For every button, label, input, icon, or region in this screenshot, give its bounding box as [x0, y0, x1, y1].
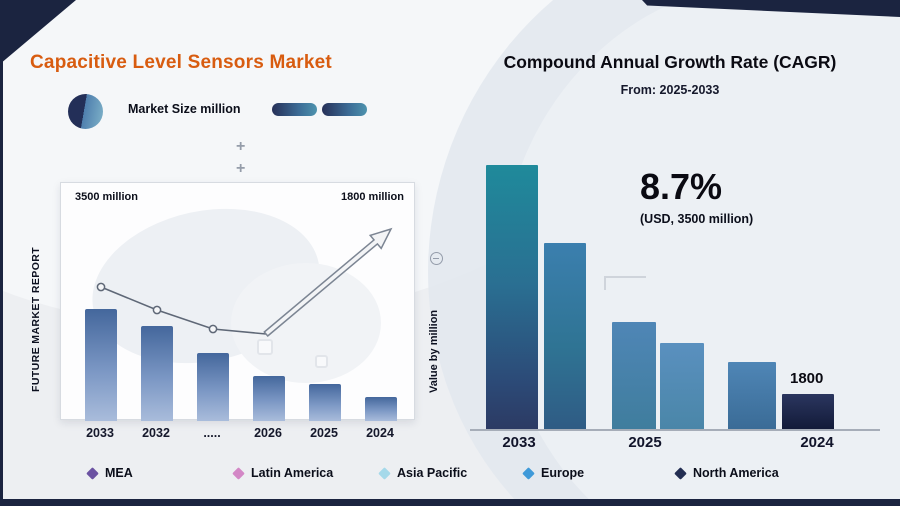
cagr-x-label: 2025: [628, 434, 662, 451]
market-size-legend-label: Market Size million: [128, 102, 241, 116]
bottom-edge-accent: [0, 499, 900, 506]
market-bar-2026: [253, 376, 285, 421]
panel-blob: [231, 263, 381, 383]
legend-item-north-america: North America: [674, 466, 779, 480]
gradient-pill-icon: [272, 103, 317, 116]
diamond-icon: [378, 466, 391, 480]
market-x-label: 2024: [366, 426, 394, 440]
market-bar-.....: [197, 353, 229, 421]
right-axis-label: Value by million: [428, 309, 440, 393]
legend-item-label: MEA: [105, 466, 133, 480]
region-legend: MEA Latin America Asia Pacific Europe North …: [0, 464, 900, 488]
market-x-labels: 2033 2032..... 2026 2025 2024: [60, 426, 415, 444]
plus-decor-icon: +: [236, 138, 246, 155]
legend-item-mea: MEA: [86, 466, 133, 480]
market-bar-2024: [365, 397, 397, 421]
cagr-bar-2024: [782, 394, 834, 430]
minus-circle-icon: [430, 252, 443, 265]
right-chart-title: Compound Annual Growth Rate (CAGR): [503, 52, 837, 72]
market-bars: [61, 183, 416, 421]
gradient-pill-icon: [322, 103, 367, 116]
value-annotation-right: 1800 million: [341, 191, 404, 203]
market-size-chart-panel: 3500 million 1800 million: [60, 182, 416, 421]
right-chart-subtitle: From: 2025-2033: [620, 83, 720, 97]
bracket-decor: [604, 276, 646, 290]
diamond-icon: [86, 466, 99, 480]
square-decor-icon: [257, 339, 273, 355]
cagr-x-labels: 2033 2025 2024: [470, 434, 880, 456]
cagr-chart: [470, 160, 880, 430]
trend-line-arrow: [96, 227, 393, 338]
value-annotation-left: 3500 million: [75, 191, 138, 203]
legend-item-label: Asia Pacific: [397, 466, 468, 480]
cagr-bar-2024: [728, 362, 776, 430]
cagr-x-label: 2024: [800, 434, 834, 451]
legend-item-asia-pacific: Asia Pacific: [378, 466, 468, 480]
left-axis-label: FUTURE MARKET REPORT: [30, 246, 42, 392]
legend-item-europe: Europe: [522, 466, 585, 480]
cagr-bar-2033: [544, 243, 586, 430]
left-chart-title: Capacitive Level Sensors Market: [30, 52, 332, 73]
left-edge-accent: [0, 40, 3, 500]
diamond-icon: [232, 466, 245, 480]
market-x-label: .....: [203, 426, 221, 440]
x-axis-line: [470, 429, 880, 431]
right-chart-header: Compound Annual Growth Rate (CAGR) From:…: [448, 52, 892, 97]
market-x-label: 2025: [310, 426, 338, 440]
cagr-bar-2033: [486, 165, 538, 430]
cagr-value: 8.7%: [640, 166, 723, 207]
market-bar-2025: [309, 384, 341, 421]
cagr-bar-2025: [660, 343, 704, 430]
legend-item-label: North America: [693, 466, 779, 480]
market-x-label: 2026: [254, 426, 282, 440]
square-decor-icon: [315, 355, 328, 368]
market-size-sphere-icon: [68, 94, 103, 129]
market-bar-2033: [85, 309, 117, 421]
legend-item-latin-america: Latin America: [232, 466, 334, 480]
legend-item-label: Latin America: [251, 466, 334, 480]
market-bar-2032: [141, 326, 173, 421]
market-x-label: 2032: [142, 426, 170, 440]
diamond-icon: [522, 466, 535, 480]
cagr-bars: [470, 160, 880, 430]
diamond-icon: [674, 466, 687, 480]
market-x-label: 2033: [86, 426, 114, 440]
cagr-bar-2025: [612, 322, 656, 430]
bar-value-label: 1800: [790, 370, 824, 387]
plus-decor-icon: +: [236, 160, 246, 177]
cagr-caption: (USD, 3500 million): [640, 212, 754, 226]
cagr-x-label: 2033: [502, 434, 536, 451]
legend-item-label: Europe: [541, 466, 585, 480]
